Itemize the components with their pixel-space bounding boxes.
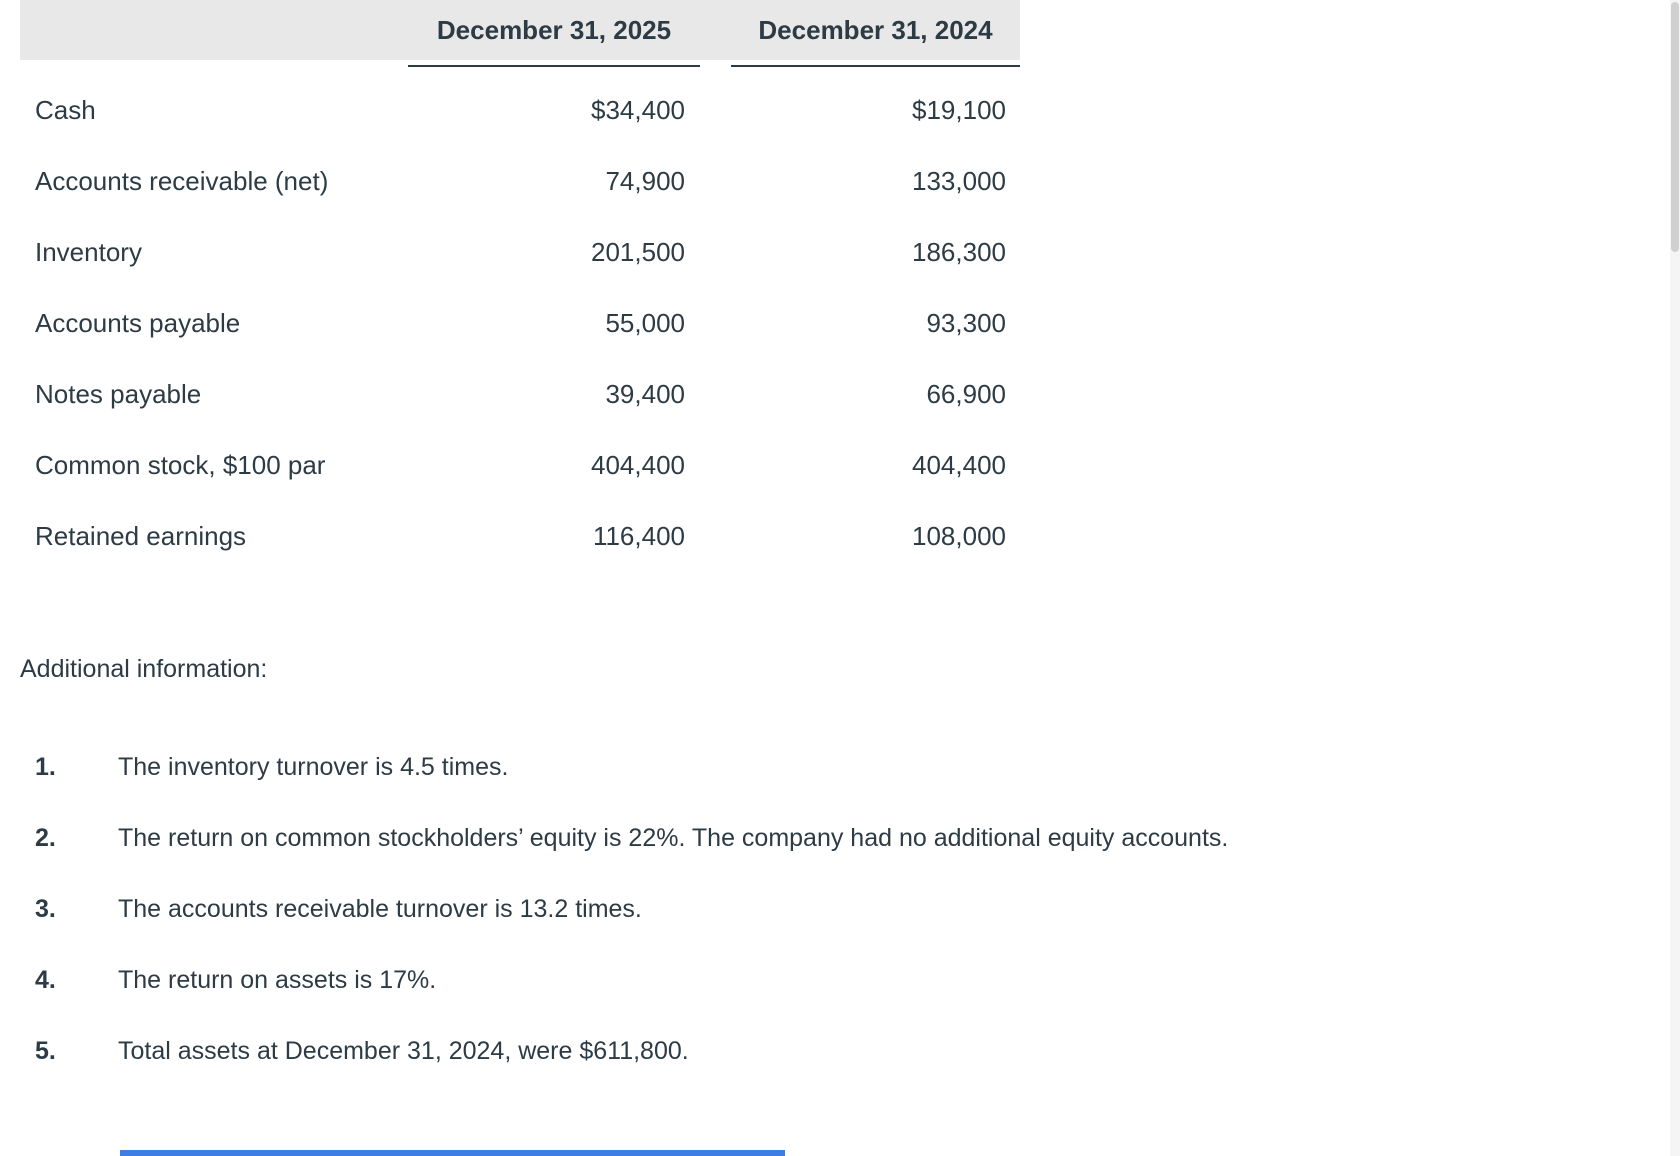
value-2024: 133,000 <box>912 166 1006 196</box>
row-label: Common stock, $100 par <box>35 450 326 480</box>
header-spacer <box>20 0 408 60</box>
list-item: 1. The inventory turnover is 4.5 times. <box>35 731 1680 802</box>
value-2025: 55,000 <box>605 308 685 338</box>
value-2025: 116,400 <box>592 521 685 551</box>
table-row: Accounts receivable (net) 74,900 133,000 <box>20 146 1020 217</box>
table-row: Notes payable 39,400 66,900 <box>20 359 1020 430</box>
header-underlines <box>20 65 1020 67</box>
list-item-text: The return on assets is 17%. <box>118 965 437 994</box>
scrollbar-thumb[interactable] <box>1671 2 1679 252</box>
value-2024: 93,300 <box>926 308 1006 338</box>
row-label: Cash <box>35 95 96 125</box>
list-item-text: Total assets at December 31, 2024, were … <box>118 1036 689 1065</box>
value-2024: 186,300 <box>912 237 1006 267</box>
underline-2025 <box>408 65 700 67</box>
value-2025: $34,400 <box>591 95 685 125</box>
value-2025: 201,500 <box>591 237 685 267</box>
value-2025: 404,400 <box>591 450 685 480</box>
value-2024: 108,000 <box>912 521 1006 551</box>
row-label: Accounts receivable (net) <box>35 166 329 196</box>
list-item-number: 1. <box>35 752 56 781</box>
list-item-text: The return on common stockholders’ equit… <box>118 823 1229 852</box>
row-label: Notes payable <box>35 379 202 409</box>
list-item-number: 4. <box>35 965 56 994</box>
list-item: 4. The return on assets is 17%. <box>35 944 1680 1015</box>
underline-2024 <box>700 65 1020 67</box>
table-header-row: December 31, 2025 December 31, 2024 <box>20 0 1020 60</box>
table-body: Cash $34,400 $19,100 Accounts receivable… <box>20 75 1020 572</box>
value-2024: 404,400 <box>912 450 1006 480</box>
list-item: 3. The accounts receivable turnover is 1… <box>35 873 1680 944</box>
table-row: Retained earnings 116,400 108,000 <box>20 501 1020 572</box>
value-2025: 74,900 <box>605 166 685 196</box>
table-row: Cash $34,400 $19,100 <box>20 75 1020 146</box>
value-2024: 66,900 <box>926 379 1006 409</box>
value-2025: 39,400 <box>605 379 685 409</box>
additional-information-list: 1. The inventory turnover is 4.5 times. … <box>35 731 1680 1086</box>
list-item-number: 3. <box>35 894 56 923</box>
balance-table: December 31, 2025 December 31, 2024 Cash… <box>20 0 1020 572</box>
column-header-2024: December 31, 2024 <box>758 15 993 45</box>
list-item: 2. The return on common stockholders’ eq… <box>35 802 1680 873</box>
list-item-text: The accounts receivable turnover is 13.2… <box>118 894 642 923</box>
row-label: Inventory <box>35 237 142 267</box>
value-2024: $19,100 <box>912 95 1006 125</box>
row-label: Retained earnings <box>35 521 247 551</box>
column-header-2025: December 31, 2025 <box>436 15 672 45</box>
scrollbar-track[interactable] <box>1670 0 1680 1156</box>
list-item: 5. Total assets at December 31, 2024, we… <box>35 1015 1680 1086</box>
table-row: Common stock, $100 par 404,400 404,400 <box>20 430 1020 501</box>
list-item-number: 5. <box>35 1036 56 1065</box>
list-item-number: 2. <box>35 823 56 852</box>
row-label: Accounts payable <box>35 308 241 338</box>
table-row: Accounts payable 55,000 93,300 <box>20 288 1020 359</box>
bottom-highlight-bar <box>120 1150 785 1156</box>
additional-information-heading: Additional information: <box>20 655 268 683</box>
list-item-text: The inventory turnover is 4.5 times. <box>118 752 509 781</box>
table-row: Inventory 201,500 186,300 <box>20 217 1020 288</box>
